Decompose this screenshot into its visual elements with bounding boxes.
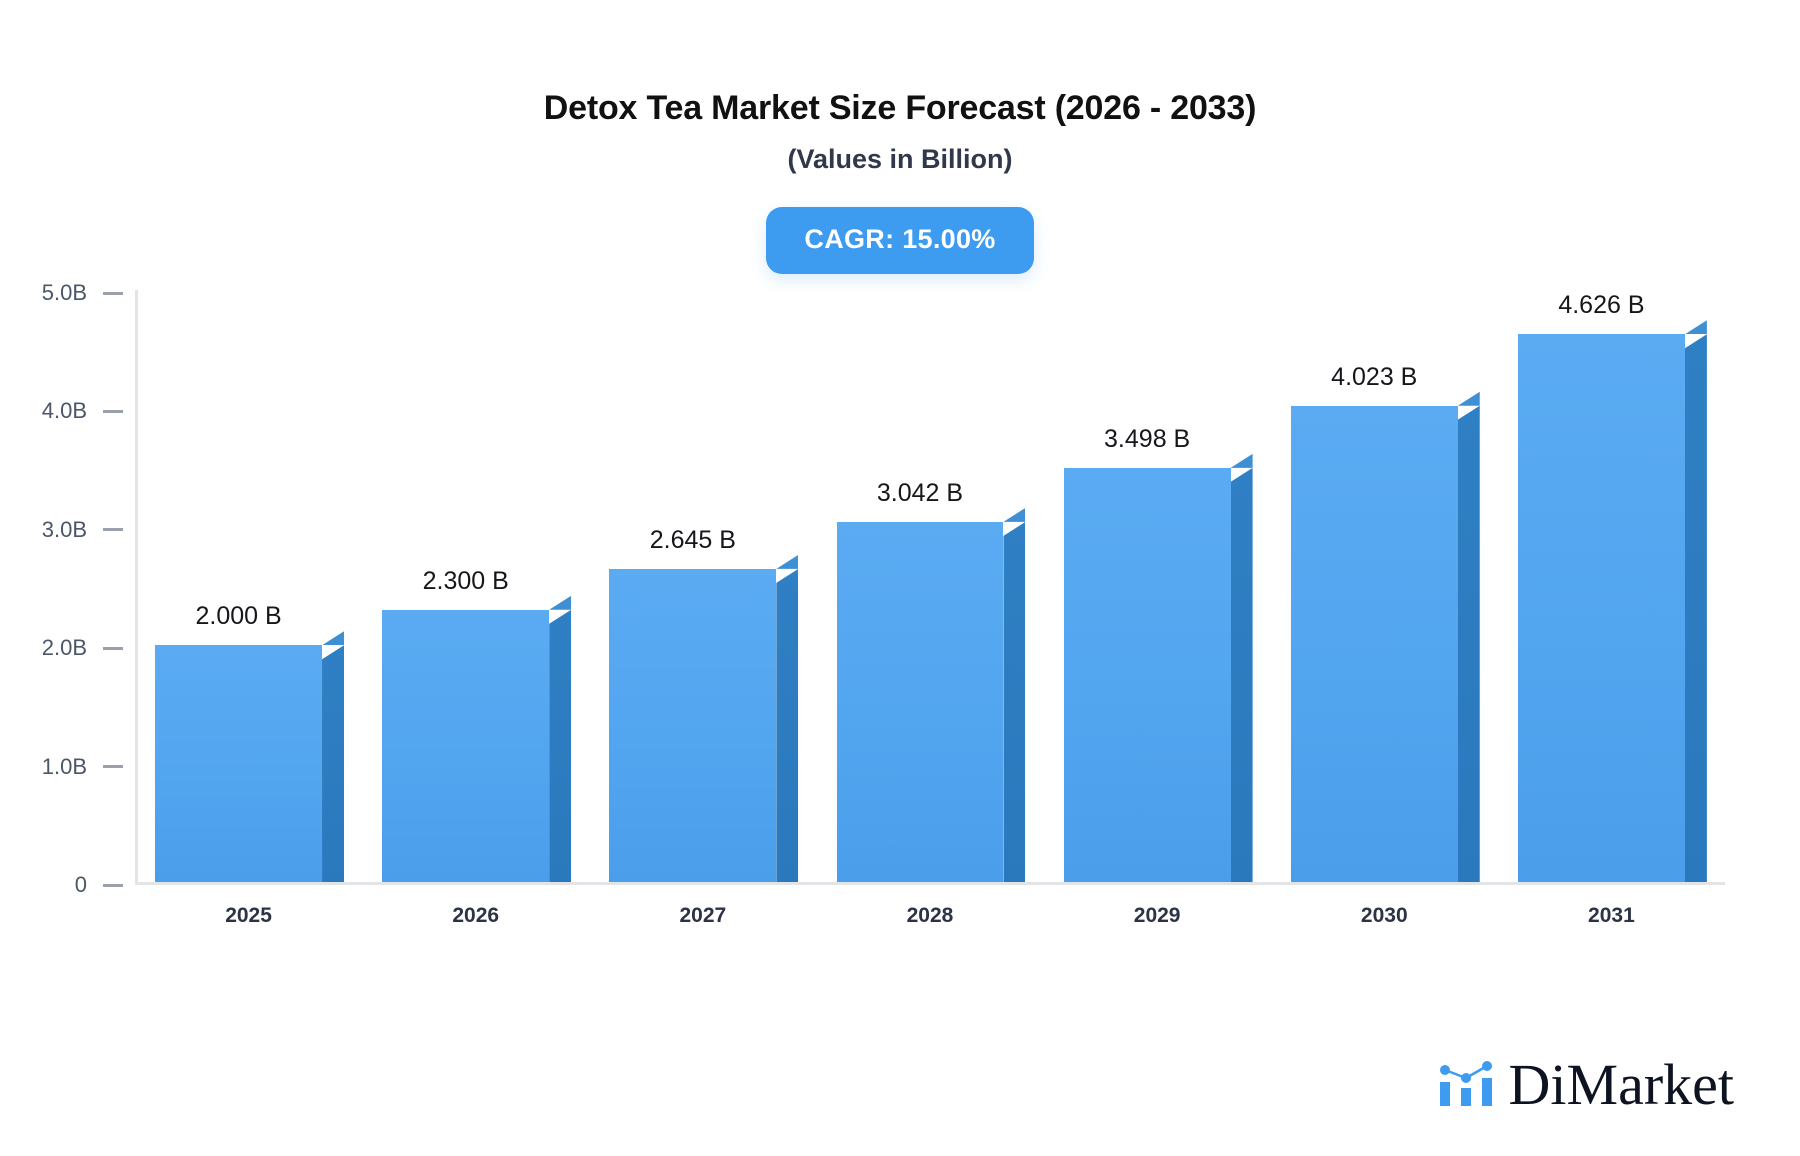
y-axis-tick: 5.0B [42,280,135,306]
y-axis-tick-dash [103,528,123,532]
bar-side-face [1684,334,1707,882]
y-axis-tick-label: 5.0B [41,280,87,305]
bar[interactable]: 3.042 B [836,479,1026,882]
y-axis-tick-label: 2.0B [41,635,87,661]
y-axis-tick: 0 [75,872,135,898]
bar-front-face [1063,467,1231,882]
y-axis-tick-dash [103,646,123,650]
bar-side-face [776,568,799,882]
bar-chart-logo-icon [1437,1058,1495,1113]
x-axis-tick-label: 2027 [679,904,727,927]
plot-area: 0 1.0B 2.0B 3.0B 4.0B 5.0B 2.000 B 2025 2.300 B… [42,280,1725,927]
y-axis-tick: 2.0B [42,635,135,661]
bar-value-label: 3.498 B [1104,424,1191,453]
bar-value-label: 3.042 B [876,478,964,507]
x-axis-tick-label: 2026 [452,904,500,927]
bar-front-face [609,568,777,882]
dimarket-logo: DiMarket [1437,1052,1735,1117]
bar-series: 2.000 B 2025 2.300 B 2026 2.645 B 2027 3.042 B… [135,290,1725,927]
bar-slot: 4.023 B 2030 [1271,290,1498,927]
bar[interactable]: 2.645 B [609,526,799,882]
bar-side-face [1457,405,1480,882]
bar-top-face [1684,320,1707,335]
y-axis-tick-label: 4.0B [41,398,87,424]
x-axis-tick-label: 2031 [1588,904,1635,927]
bar-slot: 2.000 B 2025 [135,290,362,927]
y-axis-tick-dash [103,409,123,413]
bar-top-face [1230,453,1253,468]
bar-side-face [322,645,345,882]
bar-top-face [1457,391,1480,406]
bar-front-face [1290,405,1458,882]
y-axis-tick: 3.0B [42,517,135,543]
bar-slot: 4.626 B 2031 [1498,290,1725,927]
logo-text: DiMarket [1508,1052,1735,1117]
bar-slot: 2.300 B 2026 [362,290,589,927]
bar-top-face [322,631,345,646]
x-axis-tick-label: 2029 [1133,904,1181,927]
bar-value-label: 4.626 B [1558,291,1645,320]
bar[interactable]: 2.000 B [155,602,345,882]
cagr-badge: CAGR: 15.00% [766,207,1034,275]
bar-side-face [549,609,572,882]
y-axis-tick: 1.0B [42,754,135,780]
cagr-badge-container: CAGR: 15.00% [0,207,1800,275]
page-title: Detox Tea Market Size Forecast (2026 - 2… [543,89,1257,127]
bar-front-face [1517,334,1685,882]
bar-value-label: 2.000 B [195,602,282,631]
bar[interactable]: 3.498 B [1063,425,1253,882]
bar-top-face [549,595,572,610]
bar-slot: 3.042 B 2028 [816,290,1043,927]
x-axis-tick-label: 2025 [225,904,272,927]
bar-slot: 3.498 B 2029 [1044,290,1271,927]
bar-front-face [836,521,1004,882]
bar-top-face [1003,507,1026,522]
bar-value-label: 2.300 B [422,566,509,595]
bar-side-face [1230,467,1253,882]
x-axis-line [135,882,1725,885]
x-axis-tick-label: 2030 [1360,904,1408,927]
y-axis-tick-dash [103,883,123,887]
bar[interactable]: 4.626 B [1517,291,1707,882]
bar-side-face [1003,521,1026,882]
bar[interactable]: 2.300 B [382,567,572,882]
chart-subtitle: (Values in Billion) [787,143,1013,174]
x-axis-tick-label: 2028 [906,904,954,927]
bar-top-face [776,554,799,569]
y-axis-tick-label: 3.0B [41,516,87,542]
chart-header: Detox Tea Market Size Forecast (2026 - 2… [0,0,1800,175]
bar[interactable]: 4.023 B [1290,363,1480,882]
bar-value-label: 2.645 B [649,525,736,554]
bar-front-face [382,609,550,882]
y-axis-tick-dash [103,291,123,295]
y-axis-tick-label: 0 [74,872,87,897]
y-axis-line [135,290,138,885]
bar-value-label: 4.023 B [1331,362,1418,391]
bar-slot: 2.645 B 2027 [589,290,816,927]
y-axis-tick-label: 1.0B [41,753,87,779]
y-axis-tick: 4.0B [42,398,135,424]
y-axis-tick-dash [103,765,123,769]
bar-front-face [155,645,323,882]
